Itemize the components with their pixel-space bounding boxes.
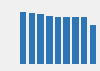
- Bar: [20, 12, 26, 64]
- Bar: [46, 16, 53, 64]
- Bar: [72, 17, 79, 64]
- Bar: [37, 14, 44, 64]
- Bar: [63, 17, 70, 64]
- Bar: [29, 13, 35, 64]
- Bar: [55, 17, 61, 64]
- Bar: [90, 25, 96, 64]
- Bar: [81, 17, 87, 64]
